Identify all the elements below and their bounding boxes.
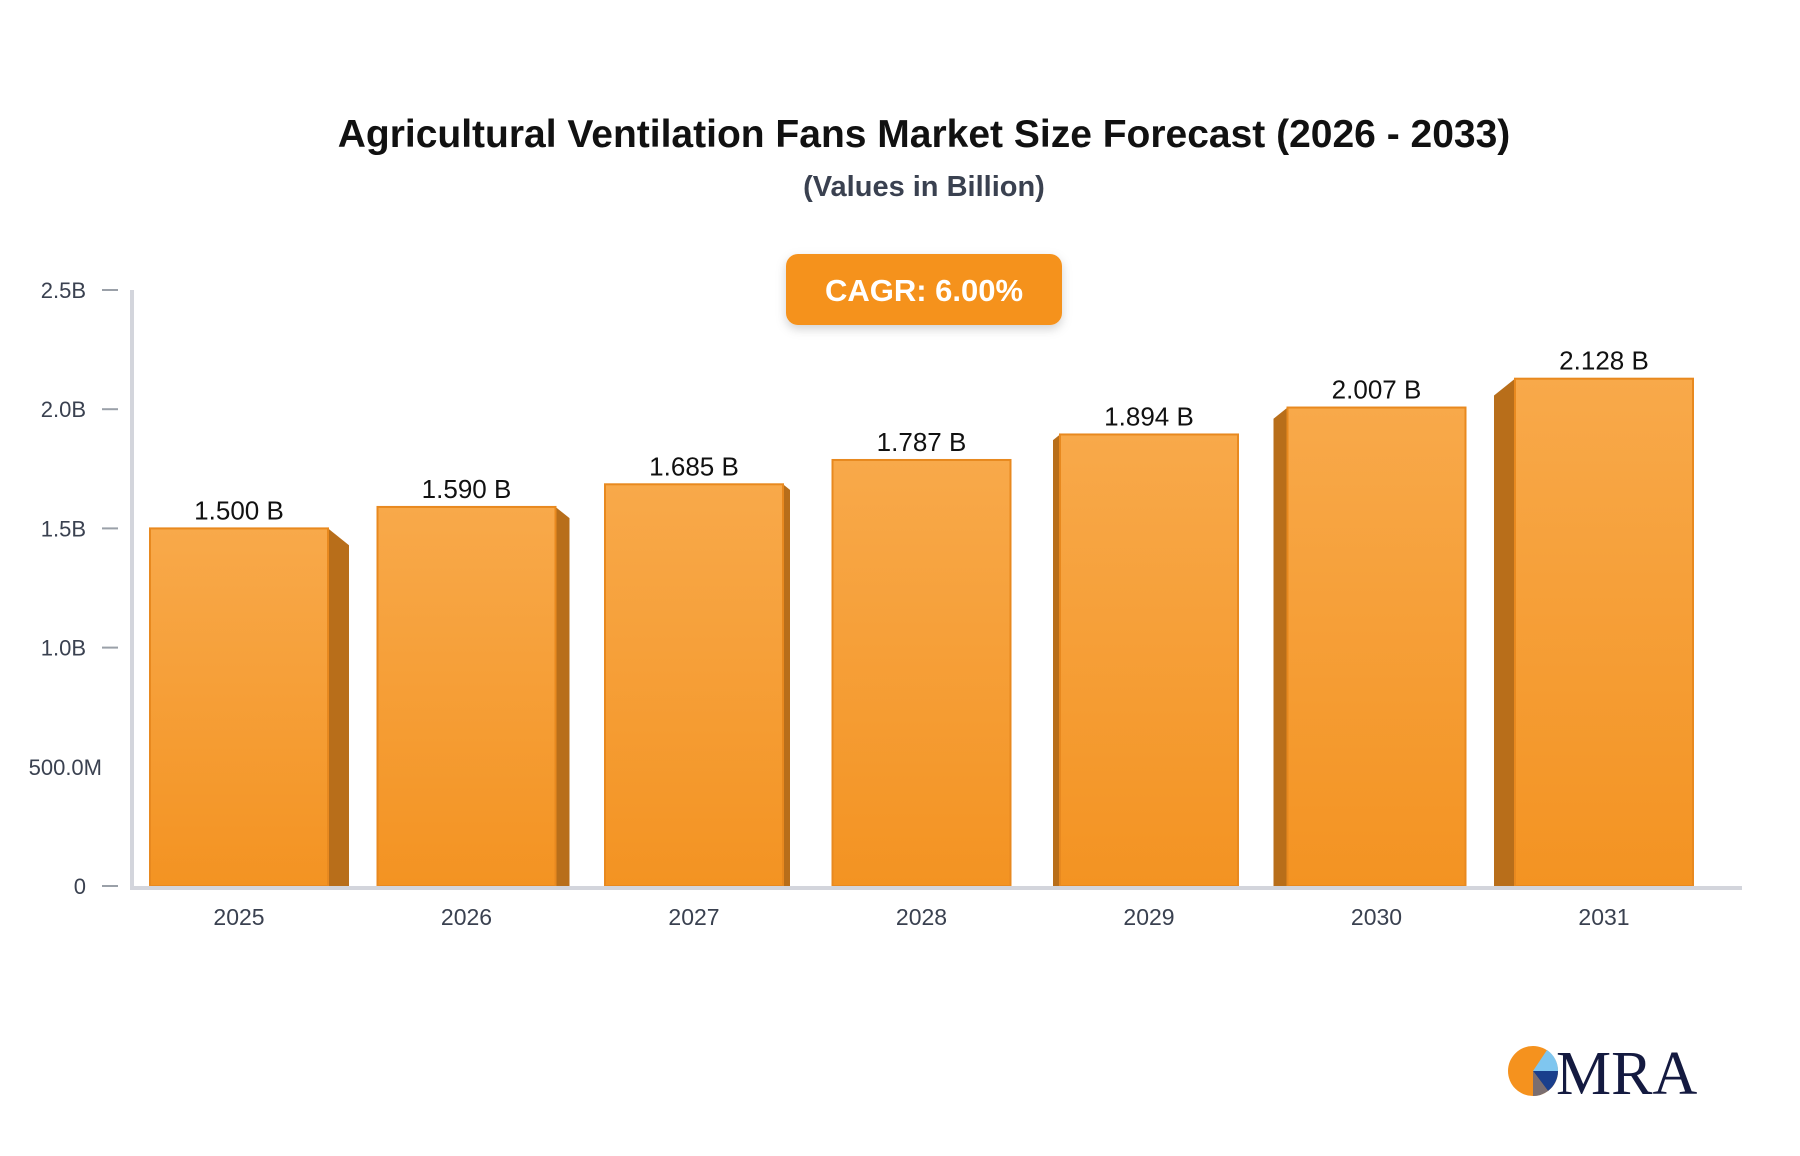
chart-title: Agricultural Ventilation Fans Market Siz…	[338, 113, 1511, 156]
logo-text: MRA	[1556, 1040, 1697, 1108]
bar-2031: 2.128 B	[1494, 346, 1694, 887]
bar	[1286, 406, 1467, 887]
bar-2026: 1.590 B	[376, 474, 570, 887]
x-tick-label: 2029	[1123, 904, 1174, 930]
data-label: 1.685 B	[649, 451, 739, 481]
x-tick-label: 2028	[896, 904, 947, 930]
y-tick-label: 1.5B	[41, 516, 86, 541]
data-label: 1.590 B	[422, 474, 512, 504]
x-tick-label: 2027	[668, 904, 719, 930]
mra-logo: MRA	[1508, 1040, 1697, 1108]
bar	[149, 527, 329, 888]
bar-side	[1053, 434, 1060, 886]
chart-subtitle: (Values in Billion)	[803, 171, 1045, 203]
bar-side	[555, 506, 570, 886]
bar-2030: 2.007 B	[1273, 375, 1467, 887]
bar-2025: 1.500 B	[149, 495, 349, 888]
data-label: 1.500 B	[194, 495, 284, 525]
bar-2029: 1.894 B	[1053, 401, 1239, 887]
bar	[604, 483, 784, 887]
bar-side	[1273, 407, 1288, 886]
cagr-label: CAGR: 6.00%	[825, 273, 1023, 308]
y-tick-label: 2.5B	[41, 278, 86, 303]
y-tick-label: 500.0M	[29, 755, 102, 780]
data-label: 1.894 B	[1104, 401, 1194, 431]
bar	[831, 458, 1012, 887]
bar-side	[328, 528, 349, 886]
data-label: 2.007 B	[1332, 375, 1422, 405]
cagr-badge: CAGR: 6.00%	[786, 254, 1062, 325]
y-axis: 0 500.0M 1.0B 1.5B 2.0B 2.5B	[29, 278, 118, 899]
bars: 1.500 B 1.590 B 1.685 B 1.787 B 1.894 B 2.007…	[149, 346, 1694, 888]
bar-side	[1494, 378, 1515, 886]
bar	[1514, 377, 1694, 887]
bar	[376, 505, 557, 887]
x-tick-label: 2030	[1351, 904, 1402, 930]
bar-side	[783, 484, 790, 886]
data-label: 1.787 B	[877, 427, 967, 457]
x-tick-label: 2025	[213, 904, 264, 930]
x-tick-label: 2026	[441, 904, 492, 930]
y-tick-label: 2.0B	[41, 397, 86, 422]
y-tick-label: 1.0B	[41, 636, 86, 661]
y-tick-label: 0	[74, 874, 86, 899]
data-label: 2.128 B	[1559, 346, 1649, 376]
x-axis: 2025 2026 2027 2028 2029 2030 2031	[213, 904, 1629, 930]
bar-2027: 1.685 B	[604, 451, 790, 887]
bar	[1059, 433, 1239, 887]
x-tick-label: 2031	[1578, 904, 1629, 930]
bar-2028: 1.787 B	[831, 427, 1012, 887]
